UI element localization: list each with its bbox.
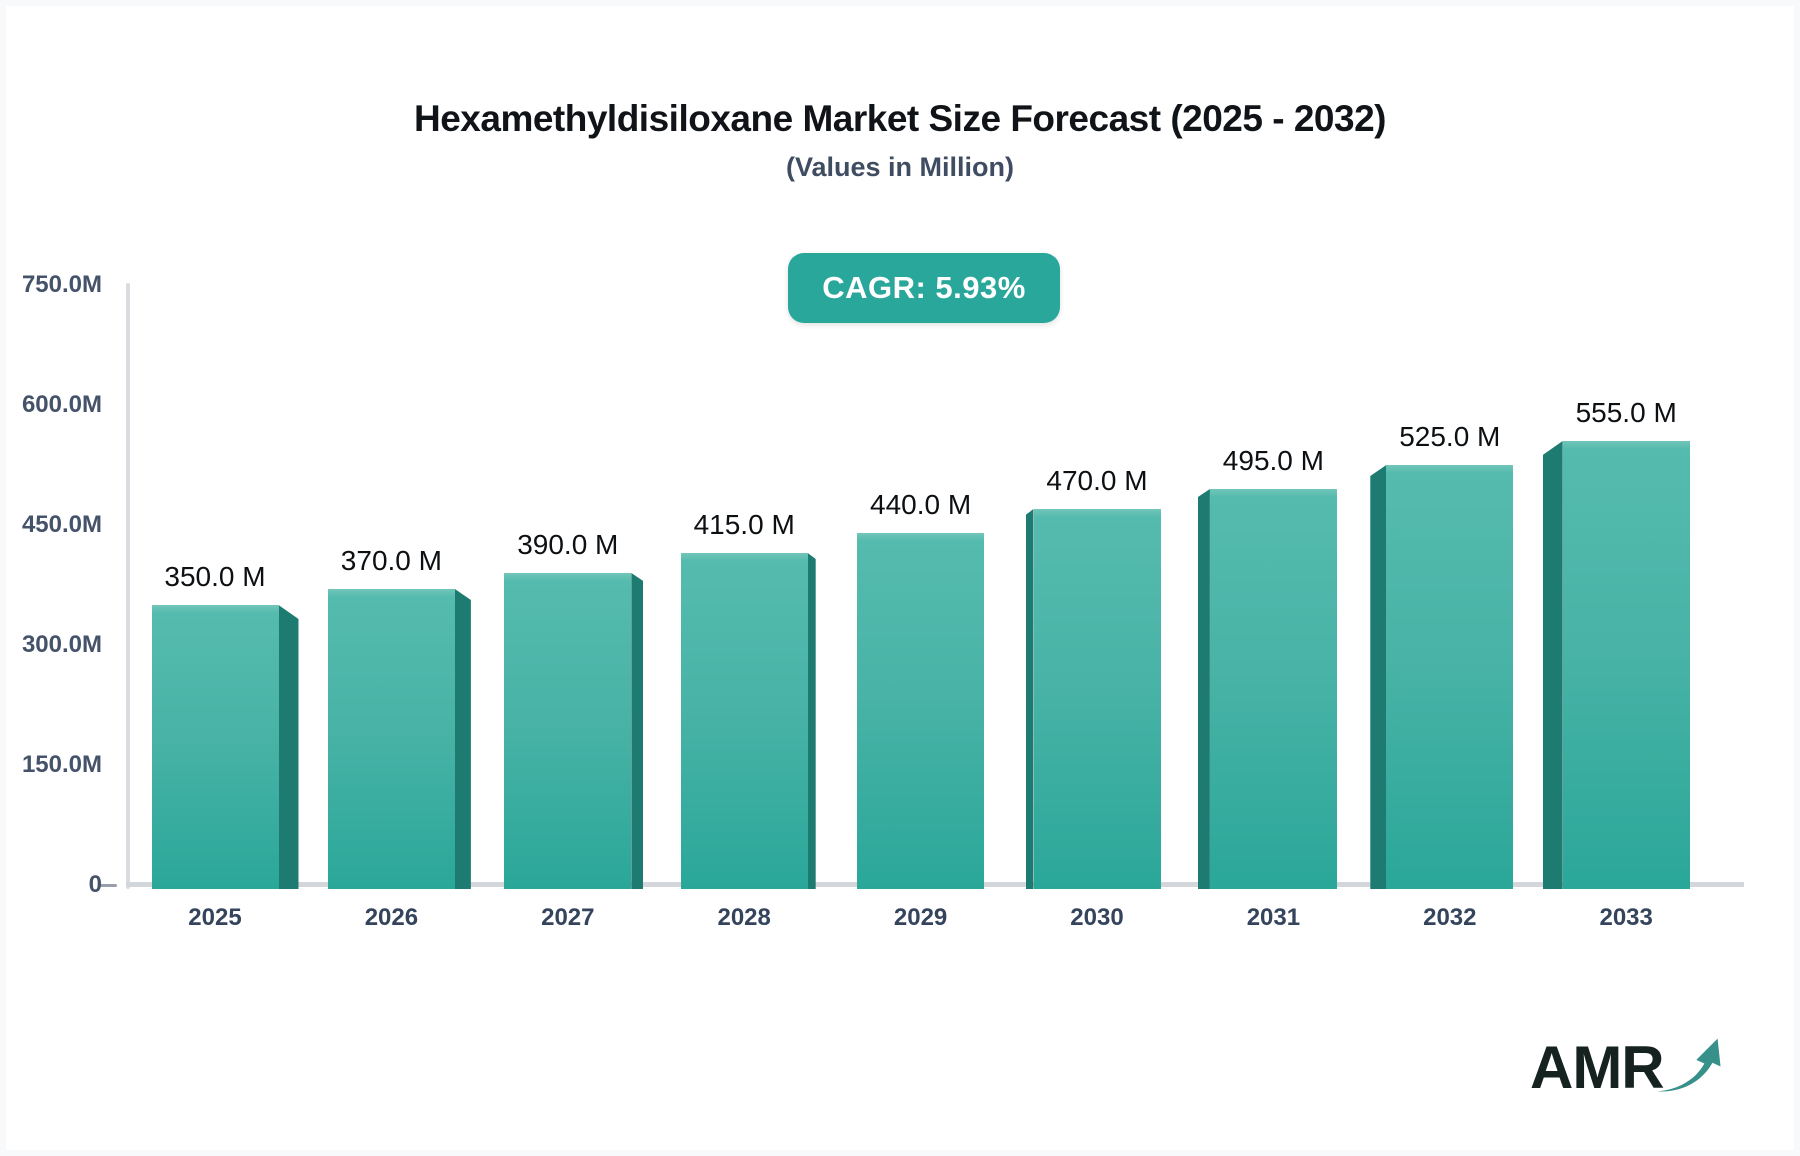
bar-value-label: 415.0 M — [693, 509, 795, 540]
bar-value-label: 495.0 M — [1222, 445, 1324, 476]
x-axis-tick-label: 2027 — [541, 904, 595, 931]
x-axis-tick-label: 2030 — [1070, 904, 1124, 931]
x-axis-tick-label: 2033 — [1599, 904, 1653, 931]
bar — [680, 553, 808, 889]
chart-card: Hexamethyldisiloxane Market Size Forecas… — [6, 6, 1794, 1150]
amr-logo-text: AMR — [1530, 1034, 1665, 1101]
bar-3d-side — [1542, 441, 1563, 889]
x-axis-tick-label: 2025 — [188, 904, 242, 931]
bar-value-label: 370.0 M — [340, 545, 442, 576]
y-axis-tick-label: 0 — [88, 871, 102, 898]
y-axis-tick-label: 150.0M — [21, 751, 102, 778]
x-axis-tick-label: 2028 — [717, 904, 771, 931]
x-axis-tick-label: 2032 — [1423, 904, 1477, 931]
amr-logo: AMR — [1530, 1036, 1722, 1100]
bar-3d-side — [1370, 465, 1387, 889]
chart-title: Hexamethyldisiloxane Market Size Forecas… — [414, 98, 1386, 139]
bar-value-label: 440.0 M — [870, 489, 972, 520]
y-axis-tick-label: 300.0M — [21, 631, 102, 658]
y-axis-tick-label: 750.0M — [21, 271, 102, 298]
bar — [504, 573, 632, 889]
chart-subtitle: (Values in Million) — [785, 152, 1015, 182]
bar-3d-side — [807, 553, 816, 889]
bar — [1209, 489, 1337, 889]
y-axis-line — [126, 283, 130, 889]
zero-tick-mark — [100, 884, 117, 887]
trend-up-arrow-icon — [1657, 1038, 1721, 1092]
bar — [151, 605, 279, 889]
x-axis-tick-label: 2026 — [364, 904, 419, 931]
bar-value-label: 525.0 M — [1399, 421, 1501, 452]
x-axis-tick-label: 2029 — [893, 904, 948, 931]
bar-3d-side — [278, 605, 299, 889]
bar — [1386, 465, 1514, 889]
bar-value-label: 390.0 M — [517, 529, 619, 560]
bar — [327, 589, 455, 889]
bar-3d-side — [1197, 489, 1210, 889]
x-axis-tick-label: 2031 — [1246, 904, 1301, 931]
bar-3d-side — [454, 589, 471, 889]
bar-3d-side — [631, 573, 644, 889]
bar-value-label: 555.0 M — [1575, 397, 1677, 428]
bar-value-label: 470.0 M — [1046, 465, 1148, 496]
y-axis-tick-label: 600.0M — [21, 391, 102, 418]
bar-3d-side — [1025, 509, 1034, 889]
bar — [857, 533, 985, 889]
cagr-badge-label: CAGR: 5.93% — [822, 270, 1026, 305]
cagr-badge: CAGR: 5.93% — [788, 253, 1060, 323]
bar — [1033, 509, 1161, 889]
bar-chart-plot: 750.0M 600.0M 450.0M 300.0M 150.0M 0 350.0 M 20… — [6, 6, 1794, 1150]
bar — [1562, 441, 1690, 889]
bar-value-label: 350.0 M — [164, 561, 266, 592]
y-axis-tick-label: 450.0M — [21, 511, 102, 538]
